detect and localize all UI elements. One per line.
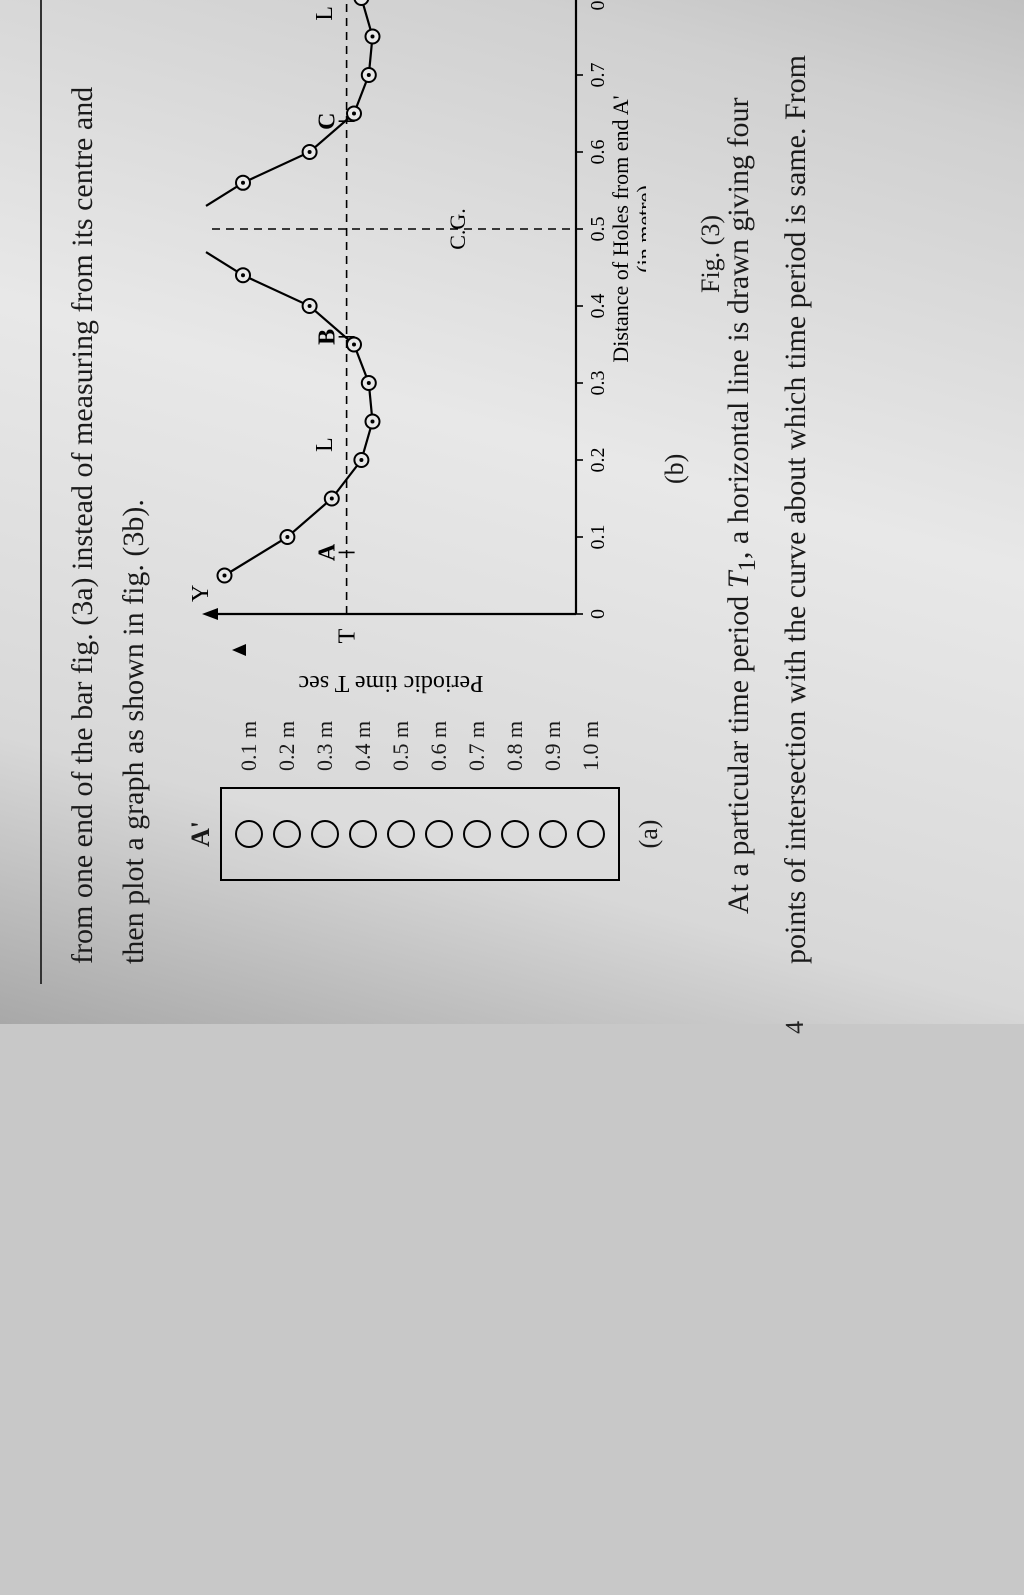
svg-text:Periodic time T sec: Periodic time T sec [298,670,483,696]
hole-icon [501,820,529,848]
svg-text:(in metre): (in metre) [632,185,646,272]
bar-top-label: A' [186,744,216,924]
hole-distance-label: 0.9 m [540,721,566,771]
svg-text:L: L [312,6,338,21]
hole-distance-label: 0.5 m [388,721,414,771]
paragraph-1-line2: then plot a graph as shown in fig. (3b). [111,0,156,964]
hole-icon [425,820,453,848]
svg-text:0: 0 [587,609,609,619]
hole-icon [311,820,339,848]
bar-hole-row: 0.3 m [306,789,344,879]
hole-icon [349,820,377,848]
hole-distance-label: 0.3 m [312,721,338,771]
hole-icon [273,820,301,848]
svg-text:Distance of Holes from end A': Distance of Holes from end A' [608,95,633,362]
svg-text:L: L [312,437,338,452]
bar-outline: 0.1 m0.2 m0.3 m0.4 m0.5 m0.6 m0.7 m0.8 m… [220,787,620,881]
paragraph-2-line2: points of intersection with the curve ab… [773,0,818,964]
svg-text:C: C [315,113,341,130]
paragraph-1-line1: from one end of the bar fig. (3a) instea… [60,0,105,964]
svg-text:B: B [315,329,341,345]
bar-hole-row: 0.8 m [496,789,534,879]
bar-hole-row: 0.5 m [382,789,420,879]
svg-text:0.2: 0.2 [587,448,609,473]
hole-icon [539,820,567,848]
svg-text:0.7: 0.7 [587,63,609,88]
bar-hole-row: 0.6 m [420,789,458,879]
hole-distance-label: 0.6 m [426,721,452,771]
svg-text:T: T [335,628,361,643]
svg-text:0.5: 0.5 [587,217,609,242]
bar-hole-row: 0.7 m [458,789,496,879]
bar-hole-row: 1.0 m [572,789,610,879]
subfig-a-label: (a) [634,744,664,924]
period-vs-distance-chart: Periodic time T secYX00.10.20.30.40.50.6… [186,0,646,704]
bar-hole-row: 0.2 m [268,789,306,879]
bar-hole-row: 0.4 m [344,789,382,879]
figure-3a: A' 0.1 m0.2 m0.3 m0.4 m0.5 m0.6 m0.7 m0.… [186,744,664,924]
svg-text:0.3: 0.3 [587,371,609,396]
hole-distance-label: 0.8 m [502,721,528,771]
subfig-b-label: (b) [660,0,690,484]
hole-icon [577,820,605,848]
hole-distance-label: 0.1 m [236,721,262,771]
bar-hole-row: 0.9 m [534,789,572,879]
svg-text:0.8: 0.8 [587,0,609,11]
figure-caption: Fig. (3) [696,0,726,704]
svg-text:0.1: 0.1 [587,525,609,550]
hole-distance-label: 0.2 m [274,721,300,771]
bar-hole-row: 0.1 m [230,789,268,879]
hole-icon [463,820,491,848]
hole-distance-label: 0.4 m [350,721,376,771]
margin-fragment-left: 4 [780,1020,810,1034]
svg-text:0.4: 0.4 [587,294,609,319]
hole-icon [235,820,263,848]
hole-icon [387,820,415,848]
hole-distance-label: 1.0 m [578,721,604,771]
figure-3b: Periodic time T secYX00.10.20.30.40.50.6… [186,0,706,704]
svg-text:0.6: 0.6 [587,140,609,165]
svg-text:C.G.: C.G. [445,208,470,250]
hole-distance-label: 0.7 m [464,721,490,771]
svg-text:Y: Y [188,585,214,602]
svg-text:A: A [315,543,341,561]
figure-3: A' 0.1 m0.2 m0.3 m0.4 m0.5 m0.6 m0.7 m0.… [186,0,706,924]
